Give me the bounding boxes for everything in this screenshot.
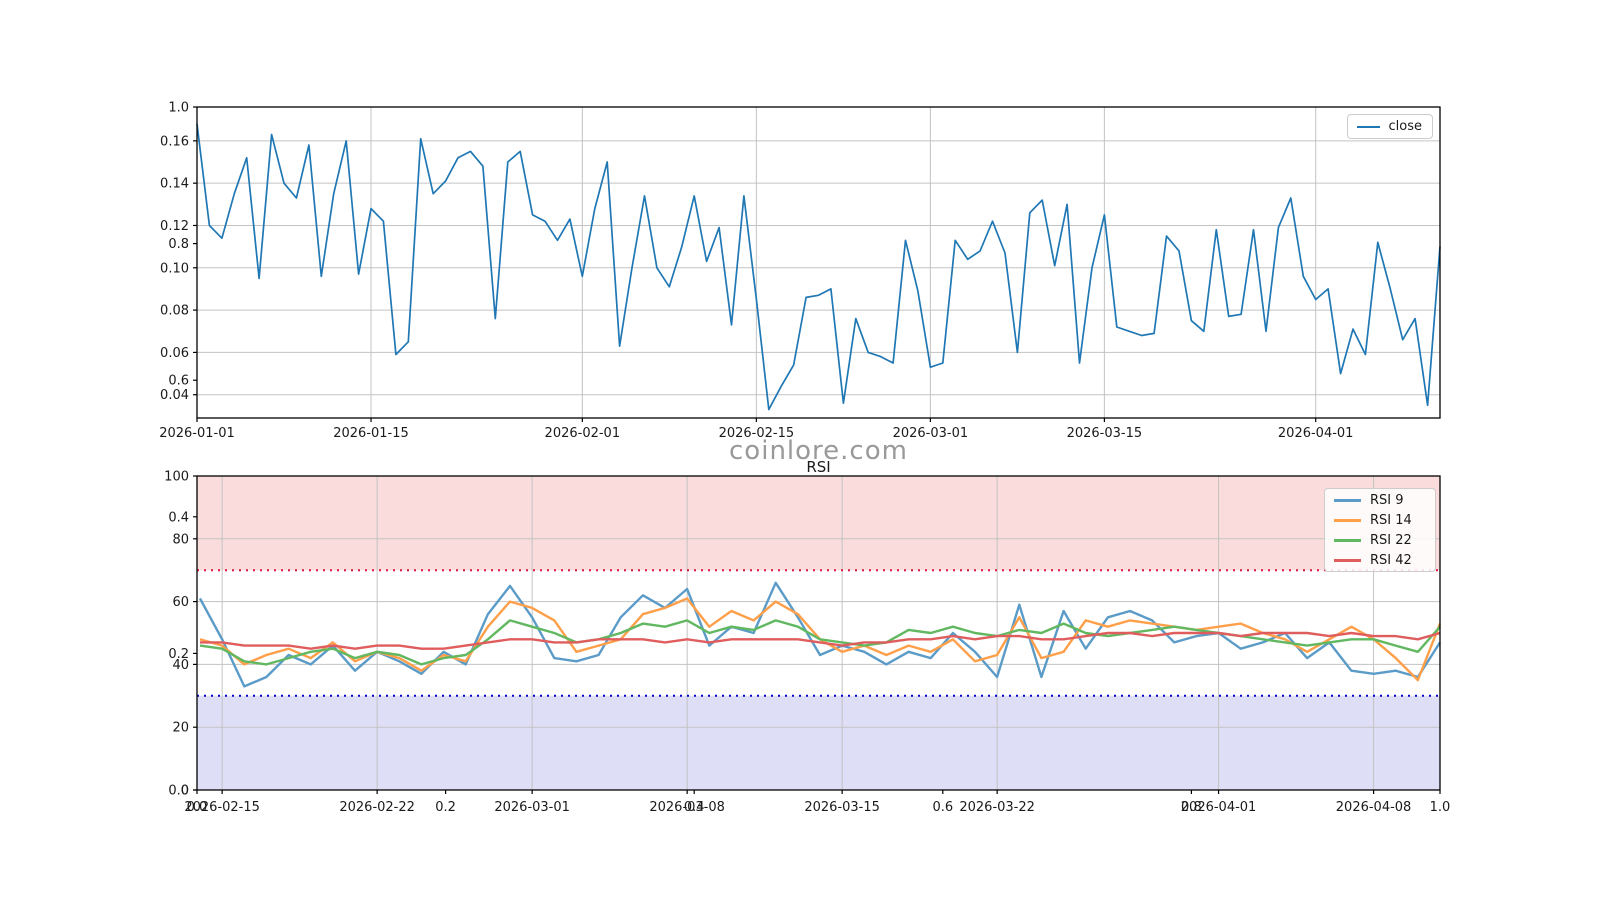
rsi-x-tick-label: 2026-03-08 <box>649 800 725 815</box>
overlay-y-tick-label: 0.2 <box>168 647 189 662</box>
rsi-y-tick-label: 80 <box>172 532 189 547</box>
rsi42-line-swatch <box>1334 558 1361 562</box>
overlay-y-tick-label: 0.0 <box>168 784 189 799</box>
overlay-x-tick-label: 0.0 <box>187 800 208 815</box>
overlay-x-tick-label: 0.8 <box>1181 800 1202 815</box>
rsi-x-tick-label: 2026-02-15 <box>184 800 260 815</box>
rsi-legend: RSI 9 RSI 14 RSI 22 RSI 42 <box>1324 488 1436 572</box>
overlay-y-tick-label: 0.4 <box>168 510 189 525</box>
rsi-x-tick-label: 2026-02-22 <box>339 800 415 815</box>
rsi9-line-swatch <box>1334 498 1361 502</box>
overlay-x-tick-label: 0.6 <box>932 800 953 815</box>
rsi-y-tick-label: 40 <box>172 658 189 673</box>
oversold-band <box>197 695 1440 790</box>
axes-ticks <box>193 106 1441 794</box>
rsi-threshold-lines <box>197 569 1440 697</box>
price-y-tick-label: 0.08 <box>160 304 189 319</box>
overlay-y-tick-label: 1.0 <box>168 101 189 116</box>
price-x-tick-label: 2026-02-15 <box>719 426 795 441</box>
overlay-y-tick-label: 0.6 <box>168 374 189 389</box>
rsi-x-tick-label: 2026-03-01 <box>494 800 570 815</box>
close-line-swatch <box>1357 125 1380 128</box>
rsi-chart-title: RSI <box>806 458 831 476</box>
rsi-bands <box>197 476 1440 790</box>
rsi-x-tick-label: 2026-03-22 <box>959 800 1035 815</box>
price-x-tick-label: 2026-03-01 <box>893 426 969 441</box>
legend-item-close: close <box>1357 119 1422 134</box>
rsi-y-tick-label: 0 <box>181 784 189 799</box>
price-x-tick-label: 2026-04-01 <box>1278 426 1354 441</box>
price-series <box>196 123 1441 411</box>
overlay-x-tick-label: 0.4 <box>684 800 705 815</box>
price-x-tick-label: 2026-03-15 <box>1067 426 1143 441</box>
watermark: coinlore.com <box>729 436 908 466</box>
price-axes-spine <box>196 106 1441 419</box>
rsi-y-tick-label: 60 <box>172 595 189 610</box>
rsi-x-tick-label: 2026-04-08 <box>1336 800 1412 815</box>
legend-label-rsi42: RSI 42 <box>1370 552 1412 568</box>
overbought-band <box>197 476 1440 571</box>
rsi-x-tick-label: 2026-04-01 <box>1181 800 1257 815</box>
rsi-y-tick-label: 20 <box>172 721 189 736</box>
price-legend: close <box>1347 114 1433 139</box>
rsi14-line-swatch <box>1334 518 1361 522</box>
rsi9-series-line <box>198 581 1442 688</box>
price-y-tick-label: 0.04 <box>160 388 189 403</box>
close-series-line <box>196 123 1441 411</box>
price-y-tick-label: 0.10 <box>160 261 189 276</box>
overlay-y-tick-label: 0.8 <box>168 237 189 252</box>
rsi22-line-swatch <box>1334 538 1361 542</box>
price-y-tick-label: 0.16 <box>160 134 189 149</box>
legend-label-rsi22: RSI 22 <box>1370 532 1412 548</box>
legend-item-rsi14: RSI 14 <box>1334 513 1425 528</box>
overlay-x-tick-label: 1.0 <box>1430 800 1451 815</box>
rsi-series <box>198 581 1442 688</box>
rsi-x-tick-label: 2026-03-15 <box>804 800 880 815</box>
price-y-tick-label: 0.06 <box>160 346 189 361</box>
legend-label-rsi9: RSI 9 <box>1370 492 1404 508</box>
rsi42-series-line <box>200 631 1441 650</box>
legend-item-rsi9: RSI 9 <box>1334 493 1425 508</box>
overlay-x-tick-label: 0.2 <box>435 800 456 815</box>
legend-label-rsi14: RSI 14 <box>1370 512 1412 528</box>
rsi-y-tick-label: 100 <box>164 470 189 485</box>
axes-spines <box>196 106 1441 791</box>
rsi-axes-spine <box>196 475 1441 791</box>
legend-item-rsi42: RSI 42 <box>1334 553 1425 568</box>
price-y-tick-label: 0.12 <box>160 219 189 234</box>
price-x-tick-label: 2026-01-01 <box>159 426 235 441</box>
legend-item-rsi22: RSI 22 <box>1334 533 1425 548</box>
price-gridlines <box>196 107 1440 418</box>
price-x-tick-label: 2026-01-15 <box>333 426 409 441</box>
legend-label-close: close <box>1388 119 1422 134</box>
price-x-tick-label: 2026-02-01 <box>545 426 621 441</box>
price-y-tick-label: 0.14 <box>160 177 189 192</box>
axes-tick-labels: 2026-01-01 2026-01-15 2026-02-01 2026-02-15… <box>159 101 1450 816</box>
